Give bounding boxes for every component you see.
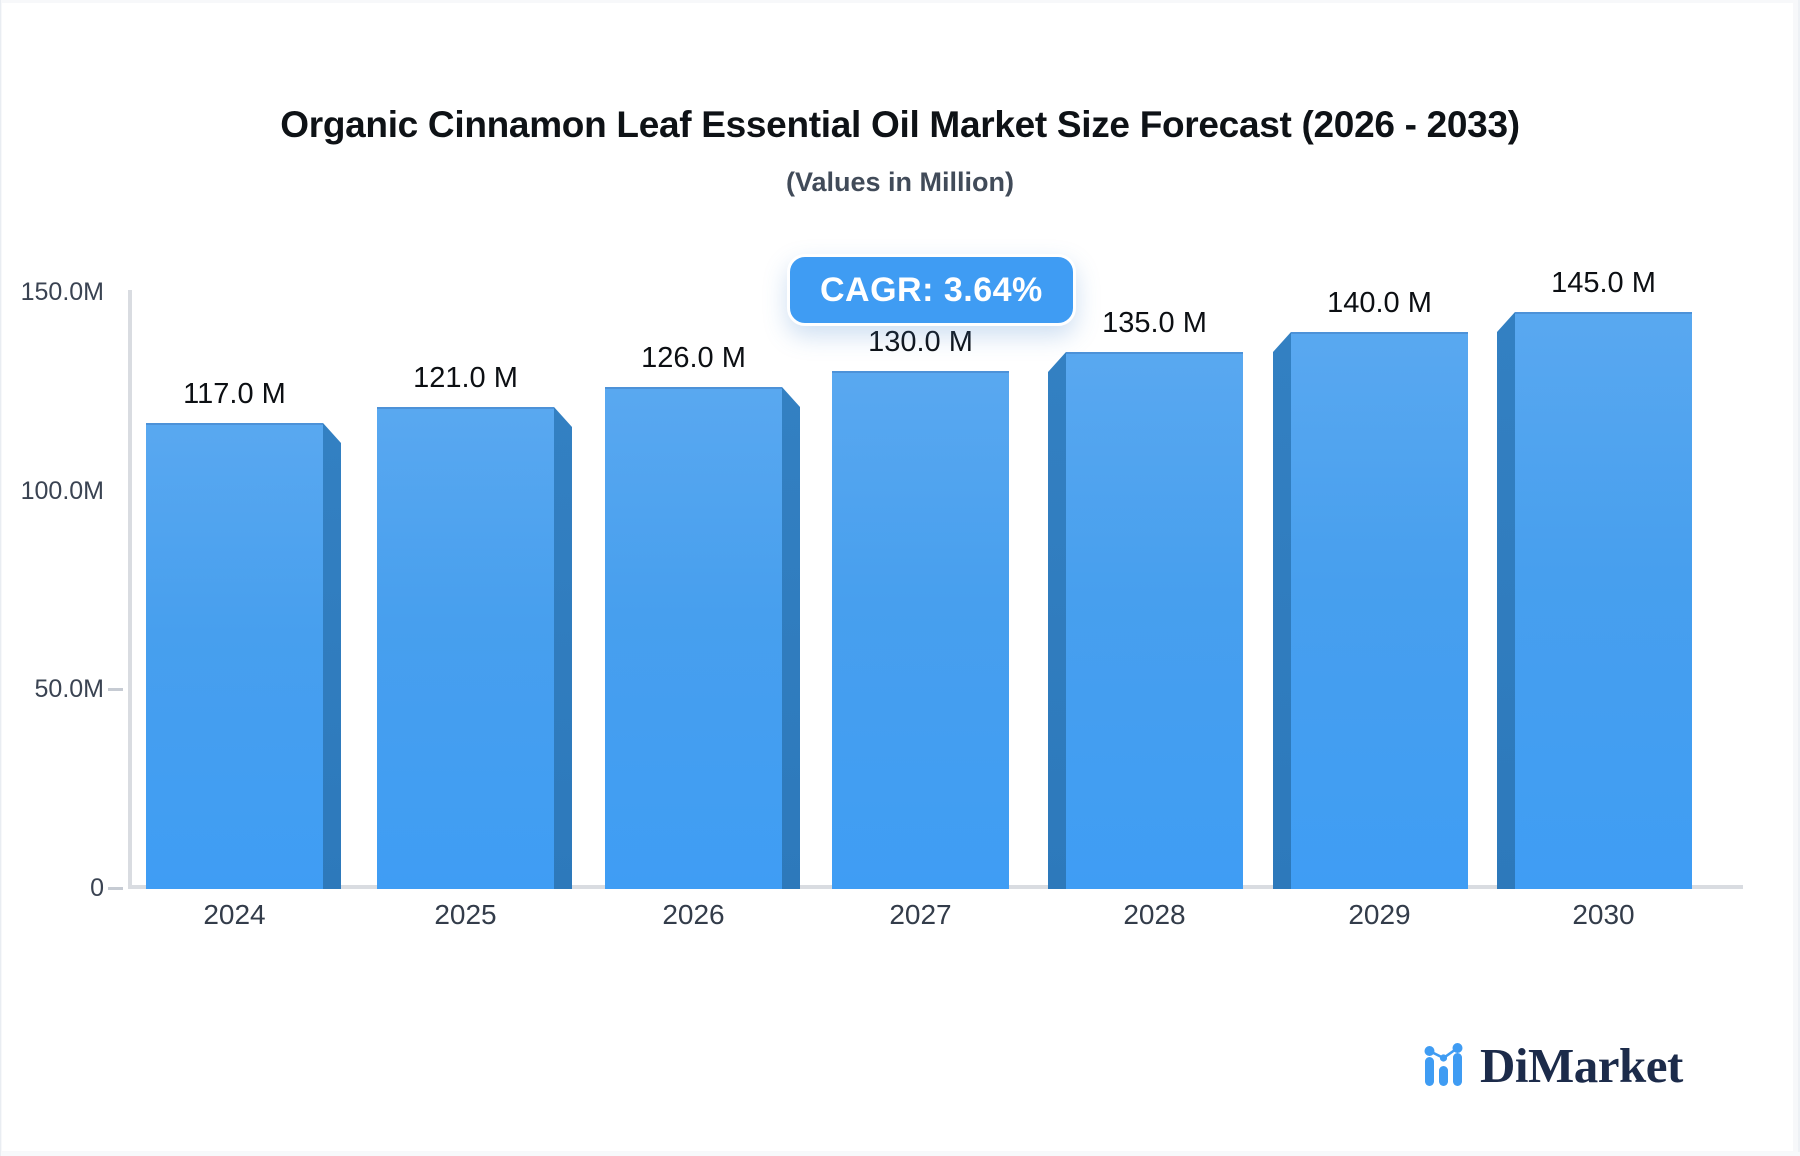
bar-value-label-2029: 140.0 M [1327, 287, 1432, 319]
page-frame-right [1798, 0, 1800, 1156]
bar-2028[interactable] [1066, 352, 1243, 889]
bar-value-label-2028: 135.0 M [1102, 307, 1207, 339]
y-axis-label-0: 0 [90, 874, 104, 902]
bar-2027[interactable] [832, 371, 1009, 889]
y-axis-tick [108, 687, 123, 691]
bar-value-label-2030: 145.0 M [1551, 267, 1656, 299]
chart-subtitle: (Values in Million) [785, 167, 1015, 197]
bar-2026[interactable] [605, 387, 782, 889]
bar-side-face-2024 [323, 423, 341, 889]
bar-side-face-2028 [1048, 352, 1066, 889]
cagr-badge-label: CAGR: 3.64% [820, 270, 1043, 309]
bar-side-face-2029 [1273, 332, 1291, 889]
x-axis-label-2029: 2029 [1348, 899, 1411, 930]
bar-value-label-2027: 130.0 M [868, 326, 973, 358]
brand-logo: DiMarket [1424, 1040, 1683, 1091]
cagr-badge: CAGR: 3.64% [787, 254, 1076, 326]
y-axis-label-150.0M: 150.0M [20, 278, 104, 306]
chart-title: Organic Cinnamon Leaf Essential Oil Mark… [280, 104, 1520, 145]
y-axis-line [128, 290, 132, 888]
x-axis-label-2030: 2030 [1572, 899, 1635, 930]
x-axis-label-2024: 2024 [203, 899, 266, 930]
x-axis-label-2025: 2025 [434, 899, 497, 930]
page-frame-left [0, 0, 1, 1156]
x-axis-label-2028: 2028 [1123, 899, 1186, 930]
y-axis-label-100.0M: 100.0M [20, 476, 104, 505]
page-frame-bottom [0, 1152, 1800, 1156]
bar-value-label-2026: 126.0 M [641, 342, 746, 374]
bar-side-face-2030 [1497, 312, 1515, 889]
y-axis-tick [108, 886, 123, 890]
bar-value-label-2024: 117.0 M [183, 378, 286, 410]
bar-2024[interactable] [146, 423, 323, 889]
x-axis-label-2027: 2027 [889, 899, 952, 930]
brand-logo-text: DiMarket [1480, 1038, 1683, 1093]
y-axis-label-50.0M: 50.0M [34, 675, 104, 704]
bar-side-face-2026 [782, 387, 800, 889]
bar-2029[interactable] [1291, 332, 1468, 889]
bar-line-chart-icon [1424, 1040, 1468, 1091]
bar-2030[interactable] [1515, 312, 1692, 889]
bar-2025[interactable] [377, 407, 554, 889]
bar-value-label-2025: 121.0 M [413, 362, 518, 394]
x-axis-label-2026: 2026 [662, 899, 725, 930]
bar-side-face-2025 [554, 407, 572, 889]
